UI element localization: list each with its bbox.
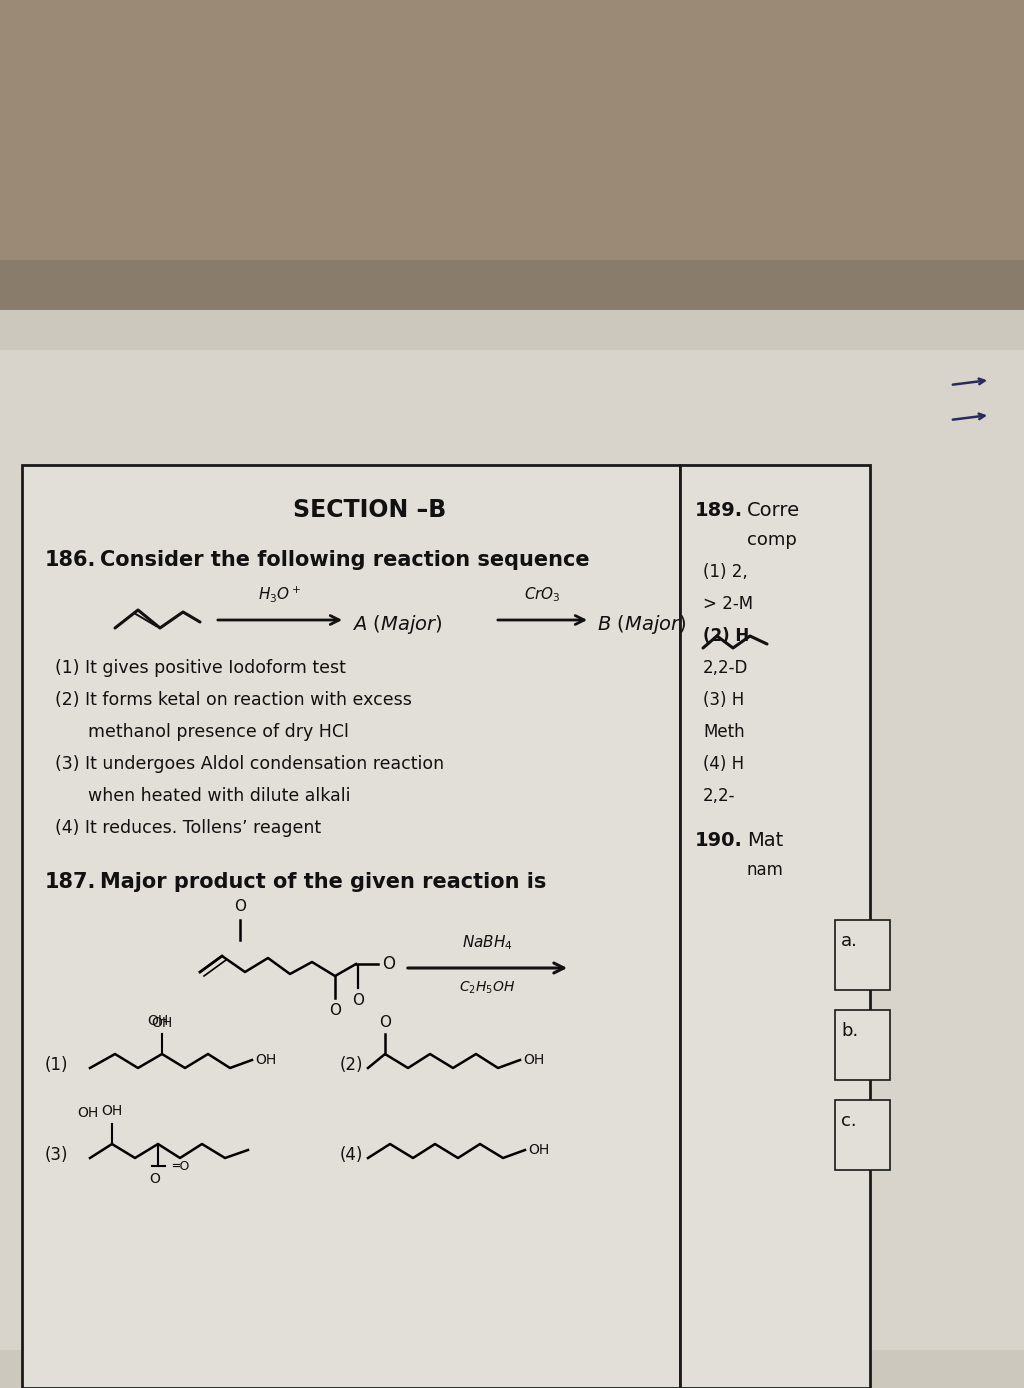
Bar bbox=[0, 310, 1024, 1388]
Text: when heated with dilute alkali: when heated with dilute alkali bbox=[55, 787, 350, 805]
Bar bbox=[0, 350, 1024, 1351]
Bar bbox=[680, 465, 870, 1388]
Text: OH: OH bbox=[528, 1142, 549, 1158]
Text: 2,2-: 2,2- bbox=[703, 787, 735, 805]
Bar bbox=[0, 260, 1024, 340]
Text: OH: OH bbox=[147, 1015, 169, 1029]
Bar bbox=[22, 465, 680, 1388]
Text: > 2-M: > 2-M bbox=[703, 595, 753, 613]
Text: 190.: 190. bbox=[695, 830, 742, 849]
Text: a.: a. bbox=[841, 931, 858, 949]
Text: Major product of the given reaction is: Major product of the given reaction is bbox=[100, 872, 547, 892]
Text: O: O bbox=[329, 1004, 341, 1017]
Text: methanol presence of dry HCl: methanol presence of dry HCl bbox=[55, 723, 349, 741]
Text: $H_3O^+$: $H_3O^+$ bbox=[258, 584, 302, 604]
Text: (3) It undergoes Aldol condensation reaction: (3) It undergoes Aldol condensation reac… bbox=[55, 755, 444, 773]
Text: (1) It gives positive Iodoform test: (1) It gives positive Iodoform test bbox=[55, 659, 346, 677]
Text: OH: OH bbox=[152, 1016, 173, 1030]
Text: c.: c. bbox=[841, 1112, 857, 1130]
Text: (1): (1) bbox=[45, 1056, 69, 1074]
Text: (2) H: (2) H bbox=[703, 627, 750, 645]
Text: (3): (3) bbox=[45, 1146, 69, 1165]
Text: O: O bbox=[352, 992, 364, 1008]
Text: nam: nam bbox=[746, 861, 784, 879]
Text: OH: OH bbox=[101, 1103, 123, 1117]
Text: O: O bbox=[382, 955, 395, 973]
Text: SECTION –B: SECTION –B bbox=[293, 498, 446, 522]
Text: Corre: Corre bbox=[746, 501, 800, 519]
Text: (1) 2,: (1) 2, bbox=[703, 564, 748, 582]
Text: (2): (2) bbox=[340, 1056, 364, 1074]
Text: OH: OH bbox=[523, 1053, 544, 1067]
Text: OH: OH bbox=[255, 1053, 276, 1067]
Text: $C_2H_5OH$: $C_2H_5OH$ bbox=[459, 980, 515, 997]
Bar bbox=[835, 1010, 890, 1080]
Text: 2,2-D: 2,2-D bbox=[703, 659, 749, 677]
Text: (3) H: (3) H bbox=[703, 691, 744, 709]
Text: ═O: ═O bbox=[172, 1159, 189, 1173]
Text: (2) It forms ketal on reaction with excess: (2) It forms ketal on reaction with exce… bbox=[55, 691, 412, 709]
Text: 186.: 186. bbox=[45, 550, 96, 570]
Text: 187.: 187. bbox=[45, 872, 96, 892]
Text: Meth: Meth bbox=[703, 723, 744, 741]
Text: OH: OH bbox=[78, 1106, 98, 1120]
Text: $A\ (Major)$: $A\ (Major)$ bbox=[352, 612, 442, 636]
Bar bbox=[0, 0, 1024, 321]
Text: (4) H: (4) H bbox=[703, 755, 744, 773]
Text: (4): (4) bbox=[340, 1146, 364, 1165]
Text: O: O bbox=[379, 1015, 391, 1030]
Text: (4) It reduces. Tollens’ reagent: (4) It reduces. Tollens’ reagent bbox=[55, 819, 322, 837]
Text: comp: comp bbox=[746, 532, 797, 550]
Text: 189.: 189. bbox=[695, 501, 743, 519]
Bar bbox=[835, 1101, 890, 1170]
Text: $CrO_3$: $CrO_3$ bbox=[523, 586, 560, 604]
Text: b.: b. bbox=[841, 1022, 858, 1040]
Text: Mat: Mat bbox=[746, 830, 783, 849]
Text: Consider the following reaction sequence: Consider the following reaction sequence bbox=[100, 550, 590, 570]
Text: $NaBH_4$: $NaBH_4$ bbox=[462, 933, 512, 952]
Text: $B\ (Major)$: $B\ (Major)$ bbox=[597, 612, 686, 636]
Text: O: O bbox=[150, 1171, 161, 1185]
Bar bbox=[835, 920, 890, 990]
Text: O: O bbox=[234, 899, 246, 915]
